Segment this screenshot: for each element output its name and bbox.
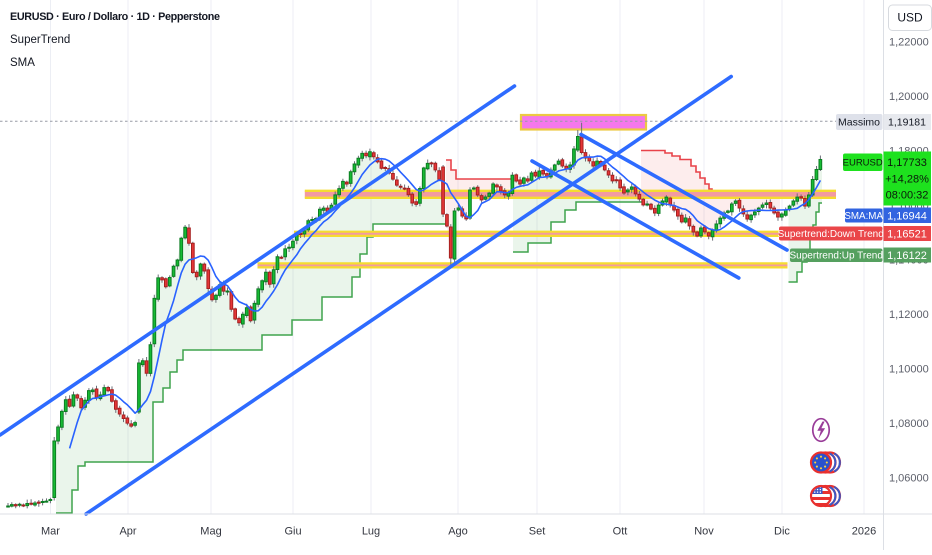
svg-text:SMA: SMA [10, 57, 35, 69]
svg-text:Massimo: Massimo [838, 117, 880, 129]
svg-text:Apr: Apr [119, 526, 136, 538]
svg-text:Lug: Lug [362, 526, 380, 538]
svg-text:08:00:32: 08:00:32 [886, 190, 929, 202]
svg-text:1,19181: 1,19181 [888, 117, 926, 129]
svg-text:Ago: Ago [448, 526, 468, 538]
svg-text:1,16521: 1,16521 [887, 229, 927, 241]
svg-text:Set: Set [529, 526, 546, 538]
svg-text:1,08000: 1,08000 [889, 418, 929, 430]
svg-text:1,12000: 1,12000 [889, 309, 929, 321]
svg-text:1,06000: 1,06000 [889, 473, 929, 485]
svg-text:Giu: Giu [284, 526, 301, 538]
svg-text:Nov: Nov [694, 526, 714, 538]
svg-text:2026: 2026 [852, 526, 876, 538]
svg-text:1,10000: 1,10000 [889, 364, 929, 376]
svg-text:Ott: Ott [613, 526, 628, 538]
svg-text:SuperTrend: SuperTrend [10, 34, 70, 46]
svg-text:Dic: Dic [774, 526, 790, 538]
svg-text:SMA:MA: SMA:MA [844, 211, 883, 222]
svg-text:1,17733: 1,17733 [887, 157, 927, 169]
svg-text:1,22000: 1,22000 [889, 37, 929, 49]
svg-text:USD: USD [897, 11, 923, 25]
svg-text:1,16944: 1,16944 [887, 211, 927, 223]
svg-text:Supertrend:Up Trend: Supertrend:Up Trend [790, 251, 883, 262]
svg-text:EURUSD: EURUSD [843, 158, 883, 169]
svg-text:Mar: Mar [41, 526, 60, 538]
svg-text:Supertrend:Down Trend: Supertrend:Down Trend [778, 229, 884, 240]
svg-text:1,16122: 1,16122 [887, 250, 927, 262]
svg-text:Mag: Mag [200, 526, 221, 538]
svg-text:1,20000: 1,20000 [889, 91, 929, 103]
svg-text:EURUSD · Euro / Dollaro · 1D ·: EURUSD · Euro / Dollaro · 1D · Peppersto… [10, 11, 220, 23]
svg-text:+14,28%: +14,28% [885, 174, 929, 186]
